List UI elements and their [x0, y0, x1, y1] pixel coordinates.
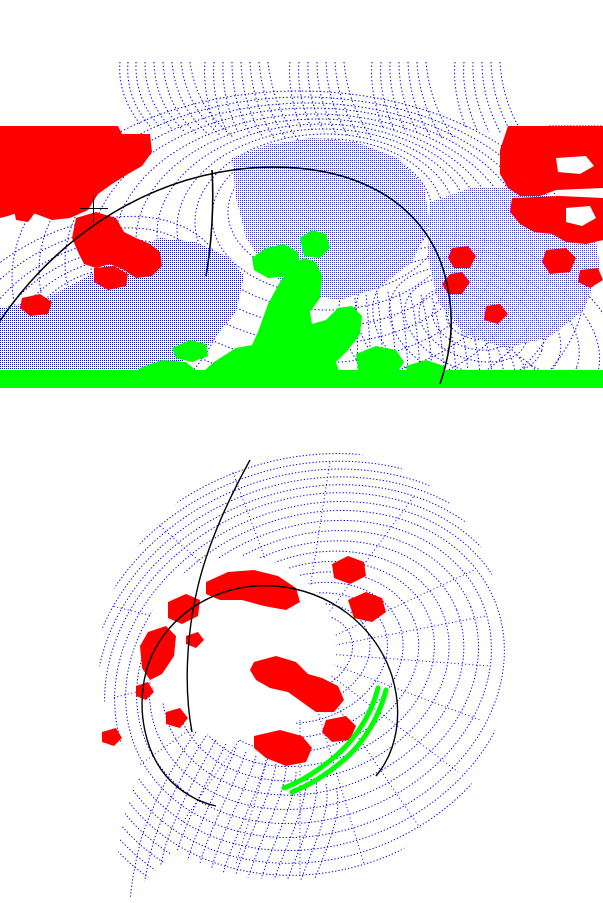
black-boundary-arc: [0, 166, 452, 385]
green-surface-band: [0, 230, 603, 388]
green-coast-arc-path: [281, 685, 389, 795]
red-anomaly-regions: [0, 126, 603, 324]
red-anomaly-patches: [102, 556, 386, 766]
cylindrical-projection-map[interactable]: [0, 62, 603, 388]
top-map-svg: [0, 62, 603, 388]
black-limb-circle: [141, 459, 399, 807]
bottom-globe-svg: [0, 440, 603, 903]
orthographic-projection-globe[interactable]: [0, 440, 603, 903]
